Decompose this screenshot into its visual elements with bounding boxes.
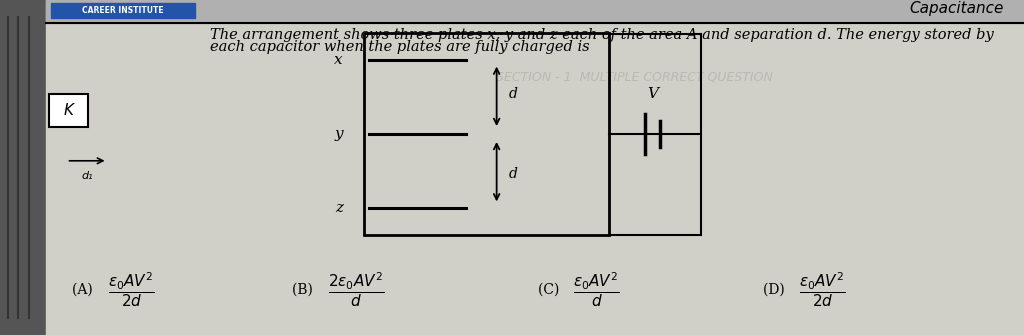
Bar <box>0 0 46 335</box>
Text: each capacitor when the plates are fully charged is: each capacitor when the plates are fully… <box>210 40 590 54</box>
Text: (D): (D) <box>763 283 790 297</box>
Text: (A): (A) <box>72 283 97 297</box>
Text: K: K <box>63 103 74 118</box>
Text: V: V <box>647 86 658 100</box>
Text: (C): (C) <box>538 283 563 297</box>
Text: z: z <box>335 201 343 215</box>
Text: d₁: d₁ <box>81 171 93 181</box>
Text: SECTION - 1  MULTIPLE CORRECT QUESTION: SECTION - 1 MULTIPLE CORRECT QUESTION <box>497 71 773 83</box>
Text: CAREER INSTITUTE: CAREER INSTITUTE <box>82 6 164 15</box>
Bar <box>49 94 88 127</box>
Text: $\dfrac{\varepsilon_0 AV^2}{2d}$: $\dfrac{\varepsilon_0 AV^2}{2d}$ <box>108 271 155 309</box>
Text: $\dfrac{\varepsilon_0 AV^2}{d}$: $\dfrac{\varepsilon_0 AV^2}{d}$ <box>573 271 621 309</box>
Bar <box>51 3 195 18</box>
Text: The arrangement shows three plates x, y and z each of the area A and separation : The arrangement shows three plates x, y … <box>210 28 993 43</box>
Text: Capacitance: Capacitance <box>909 1 1004 16</box>
Bar <box>364 34 609 234</box>
Text: $\dfrac{2\varepsilon_0 AV^2}{d}$: $\dfrac{2\varepsilon_0 AV^2}{d}$ <box>328 271 384 309</box>
Text: x: x <box>335 53 343 67</box>
Text: $\dfrac{\varepsilon_0 AV^2}{2d}$: $\dfrac{\varepsilon_0 AV^2}{2d}$ <box>799 271 846 309</box>
Text: d: d <box>509 167 518 181</box>
Text: (B): (B) <box>292 283 317 297</box>
Bar <box>46 0 1024 23</box>
Text: d: d <box>509 87 518 101</box>
Text: y: y <box>335 127 343 141</box>
